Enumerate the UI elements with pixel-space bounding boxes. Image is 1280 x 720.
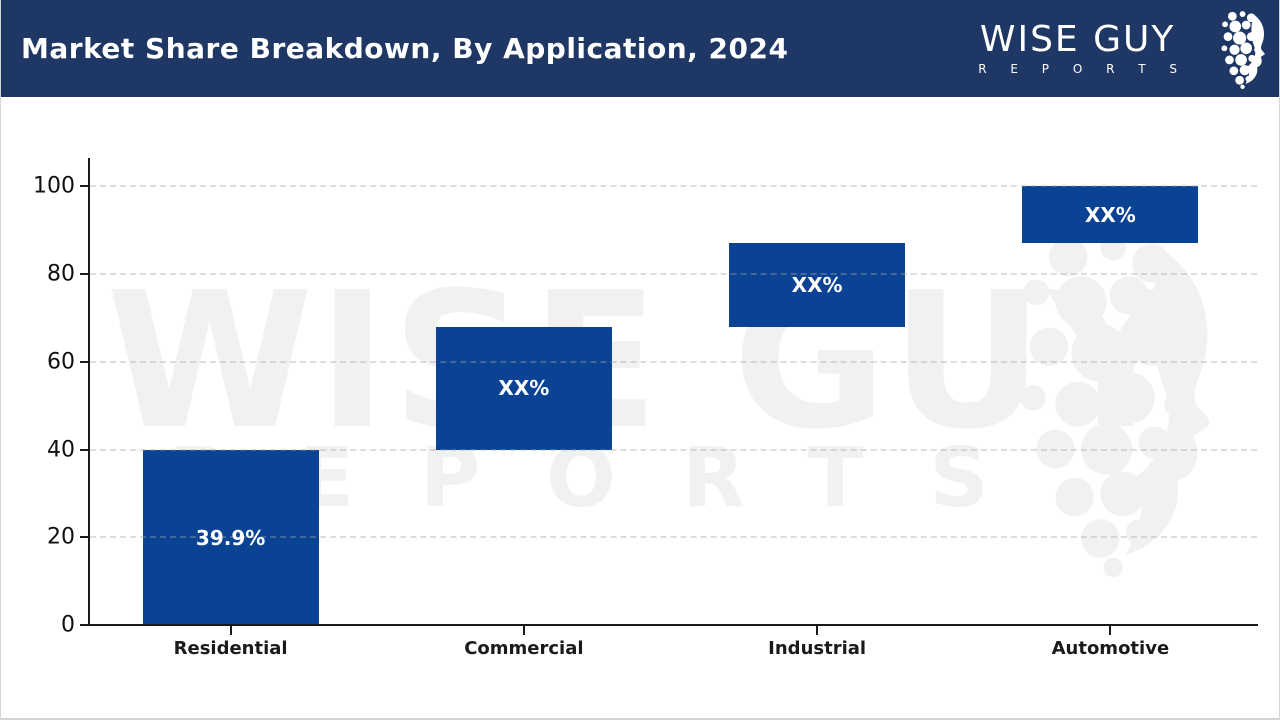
x-axis-spine [88,624,1258,626]
y-tick-label-20: 20 [47,524,75,550]
logo-text: WISE GUY R E P O R T S [968,18,1187,76]
x-tick-residential [229,626,232,635]
logo-wordmark: WISE GUY [979,18,1176,60]
wise-guy-logo: WISE GUY R E P O R T S [968,9,1279,89]
page-title: Market Share Breakdown, By Application, … [21,32,789,65]
y-tick-20 [80,536,89,539]
gridline-80 [90,272,1257,275]
bar-value-label-residential: 39.9% [195,525,266,550]
gridline-20 [90,536,1257,539]
y-tick-label-80: 80 [47,261,75,287]
x-tick-label-industrial: Industrial [768,638,867,659]
x-tick-industrial [816,626,819,635]
y-tick-40 [80,448,89,451]
y-tick-label-100: 100 [33,173,75,199]
y-tick-label-60: 60 [47,349,75,375]
bar-automotive [1022,186,1199,244]
x-tick-label-automotive: Automotive [1051,638,1170,659]
logo-subtext: R E P O R T S [978,61,1187,76]
logo-head-dots-icon [1221,10,1265,89]
y-tick-label-0: 0 [61,612,75,638]
watermark-wordmark: WISE GUY [106,252,1188,471]
x-tick-label-commercial: Commercial [464,638,584,659]
gridline-40 [90,448,1257,451]
y-tick-label-40: 40 [47,437,75,463]
bar-value-label-automotive: XX% [1084,202,1136,227]
bar-residential [142,450,319,626]
bar-industrial [729,243,906,327]
y-tick-100 [80,185,89,187]
header-bar: Market Share Breakdown, By Application, … [1,0,1279,97]
x-tick-automotive [1109,626,1112,635]
watermark-head-dots-icon [1020,234,1209,577]
bar-value-label-industrial: XX% [791,272,843,297]
bar-value-label-commercial: XX% [498,376,550,401]
y-axis-spine [88,158,90,625]
x-tick-label-residential: Residential [173,638,288,659]
y-tick-0 [80,624,89,627]
y-tick-80 [80,272,89,275]
bar-commercial [435,326,612,450]
gridline-100 [90,185,1257,187]
y-tick-60 [80,360,89,363]
plot-area: 0 20 40 60 80 100 39.9% Residential XX% Commercia… [1,97,1279,718]
x-tick-commercial [522,626,525,635]
gridline-60 [90,360,1257,363]
